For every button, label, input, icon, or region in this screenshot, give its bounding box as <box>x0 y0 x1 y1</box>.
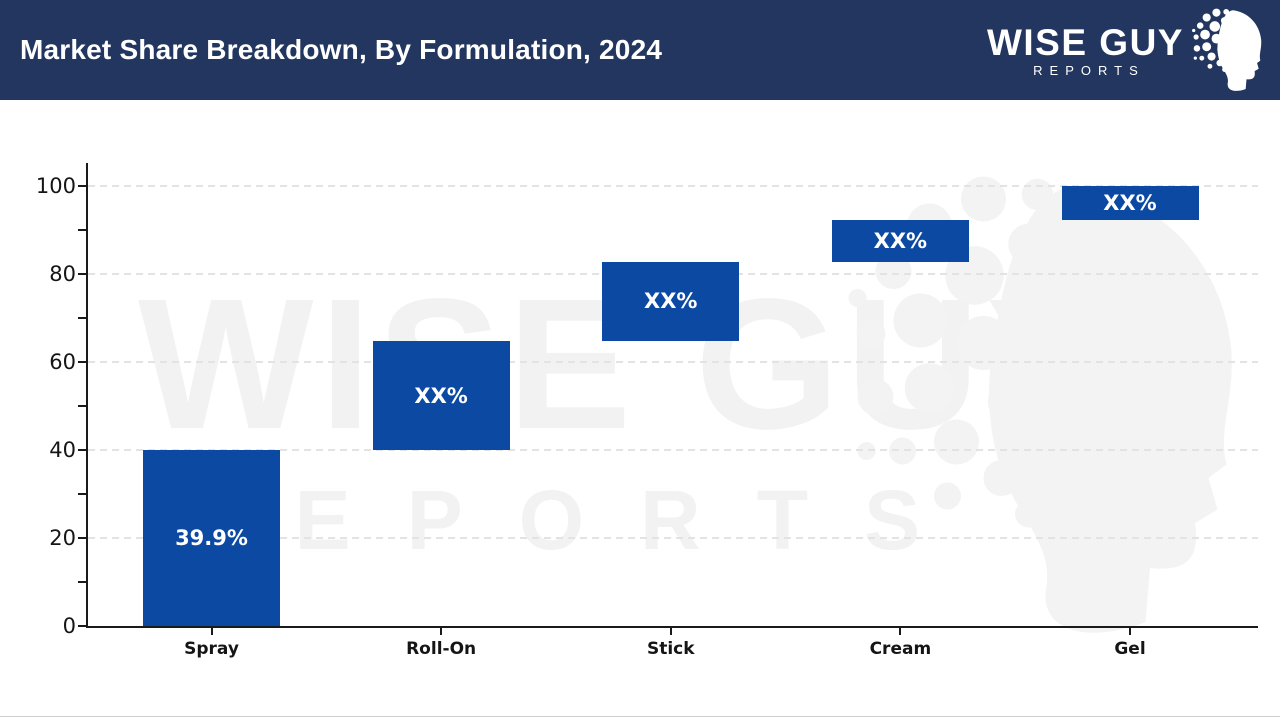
bar-value-label: XX% <box>644 289 698 314</box>
y-tick-mark <box>78 449 86 451</box>
y-tick-mark <box>78 273 86 275</box>
bar-spray: 39.9% <box>143 450 280 626</box>
x-axis-category-label: Roll-On <box>406 639 477 659</box>
bar-stick: XX% <box>602 261 740 342</box>
wise-guy-logo: WISE GUY REPORTS <box>987 7 1266 93</box>
bar-gel: XX% <box>1061 186 1199 220</box>
x-axis-spine <box>86 626 1258 628</box>
y-tick-mark <box>78 625 86 627</box>
x-tick-mark <box>669 628 672 635</box>
header-bar: Market Share Breakdown, By Formulation, … <box>0 0 1280 100</box>
y-tick-mark <box>78 361 86 363</box>
y-tick-mark <box>78 493 86 495</box>
bar-roll-on: XX% <box>372 341 510 451</box>
page-title: Market Share Breakdown, By Formulation, … <box>20 34 663 65</box>
gridline-40 <box>88 449 1258 451</box>
bar-value-label: 39.9% <box>175 526 248 551</box>
footer-divider <box>0 716 1280 717</box>
logo-name: WISE GUY <box>986 21 1184 63</box>
y-tick-mark <box>78 229 86 231</box>
x-axis-category-label: Stick <box>646 639 695 659</box>
y-tick-mark <box>78 317 86 319</box>
bar-value-label: XX% <box>414 383 468 408</box>
watermark-line2: REPORTS <box>178 473 977 567</box>
y-axis-tick-label: 80 <box>49 262 76 286</box>
x-tick-mark <box>899 628 902 635</box>
gridline-60 <box>88 361 1258 363</box>
bar-value-label: XX% <box>873 228 928 253</box>
gridline-100 <box>88 185 1258 187</box>
x-axis-category-label: Cream <box>869 639 932 659</box>
x-tick-mark <box>440 628 443 635</box>
x-tick-mark <box>1129 628 1131 635</box>
y-axis-spine <box>86 163 88 628</box>
gridline-20 <box>88 537 1258 539</box>
y-axis-tick-label: 60 <box>49 350 76 374</box>
y-tick-mark <box>78 581 86 583</box>
x-axis-category-label: Spray <box>184 639 239 659</box>
y-tick-mark <box>78 185 86 187</box>
x-axis-category-label: Gel <box>1114 639 1146 659</box>
y-tick-mark <box>78 405 86 407</box>
y-axis-tick-label: 40 <box>49 438 76 462</box>
x-tick-mark <box>210 628 213 635</box>
head-profile-icon <box>1188 7 1266 93</box>
logo-subname: REPORTS <box>1033 62 1145 78</box>
y-axis-tick-label: 100 <box>35 174 76 198</box>
y-axis-tick-label: 0 <box>62 614 76 638</box>
y-tick-mark <box>78 537 86 539</box>
bar-value-label: XX% <box>1103 190 1157 215</box>
bar-cream: XX% <box>831 219 969 262</box>
y-axis-tick-label: 20 <box>49 526 76 550</box>
logo-text: WISE GUY REPORTS <box>987 24 1184 77</box>
